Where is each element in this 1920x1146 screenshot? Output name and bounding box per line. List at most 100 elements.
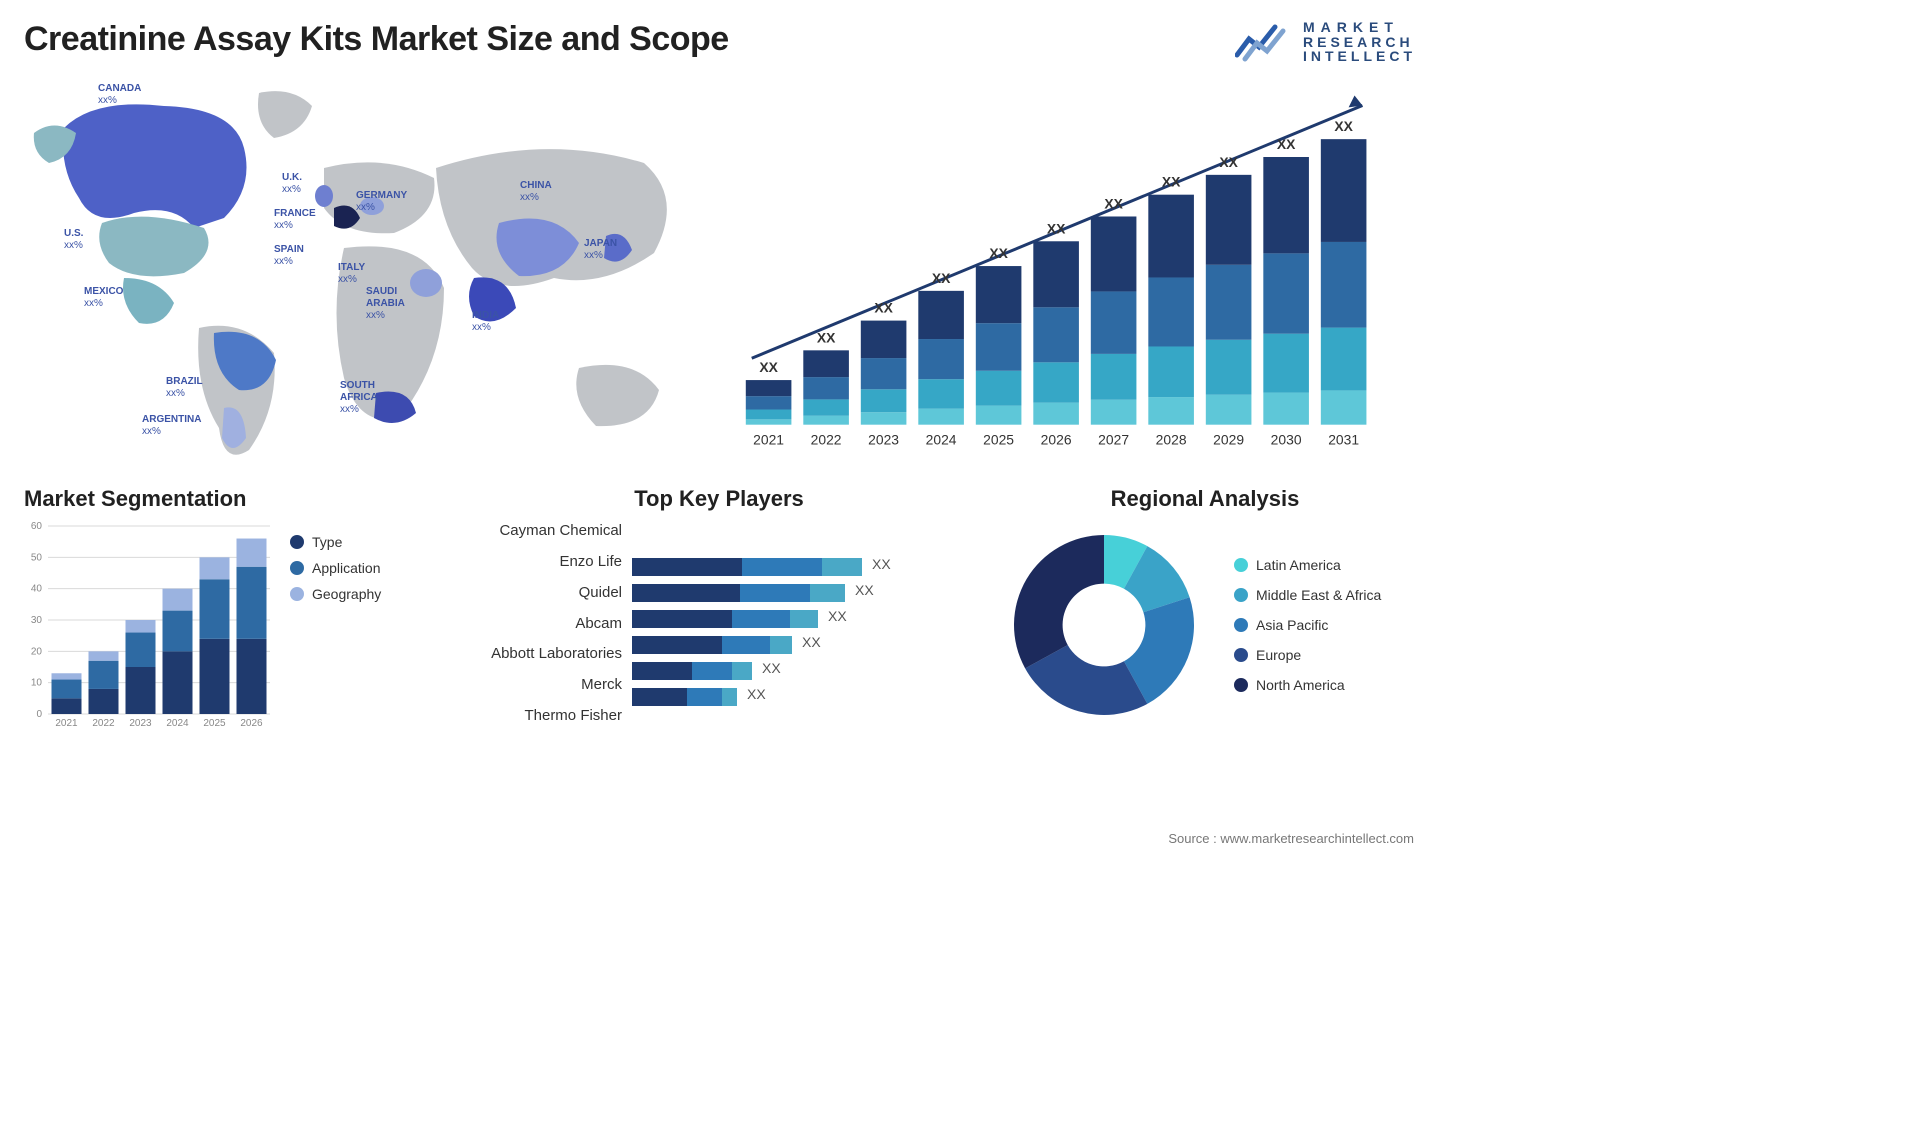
regional-legend-item: Latin America: [1234, 557, 1381, 573]
legend-swatch-icon: [1234, 588, 1248, 602]
svg-text:2024: 2024: [166, 718, 189, 729]
svg-text:2031: 2031: [1328, 432, 1359, 448]
svg-text:2023: 2023: [129, 718, 152, 729]
legend-swatch-icon: [1234, 618, 1248, 632]
map-label: BRAZILxx%: [166, 376, 203, 400]
segmentation-title: Market Segmentation: [24, 486, 444, 512]
map-label: SPAINxx%: [274, 244, 304, 268]
svg-text:2022: 2022: [92, 718, 115, 729]
svg-text:10: 10: [31, 678, 43, 689]
legend-swatch-icon: [290, 587, 304, 601]
svg-text:2022: 2022: [811, 432, 842, 448]
map-label: FRANCExx%: [274, 208, 316, 232]
legend-swatch-icon: [1234, 558, 1248, 572]
map-label: ITALYxx%: [338, 262, 365, 286]
svg-text:2026: 2026: [240, 718, 263, 729]
legend-label: North America: [1256, 677, 1345, 693]
svg-text:XX: XX: [874, 300, 893, 316]
segmentation-chart-svg: 0 10 20 30 40 50 60 2021 2022 2023 2024 2025 2026: [24, 520, 276, 740]
regional-panel: Regional Analysis Latin America Middle Ea…: [994, 486, 1416, 740]
player-value: XX: [762, 660, 781, 676]
map-label: CANADAxx%: [98, 83, 141, 107]
source-attribution: Source : www.marketresearchintellect.com: [1168, 831, 1414, 846]
player-value: XX: [872, 556, 891, 572]
player-value: XX: [855, 582, 874, 598]
svg-text:2024: 2024: [926, 432, 957, 448]
svg-text:XX: XX: [1219, 154, 1238, 170]
player-label: Cayman Chemical: [464, 522, 622, 548]
map-label: CHINAxx%: [520, 180, 552, 204]
map-label: GERMANYxx%: [356, 190, 407, 214]
svg-text:50: 50: [31, 552, 43, 563]
page-title: Creatinine Assay Kits Market Size and Sc…: [24, 20, 729, 59]
map-label: U.K.xx%: [282, 172, 302, 196]
svg-text:XX: XX: [759, 359, 778, 375]
svg-text:40: 40: [31, 584, 43, 595]
legend-swatch-icon: [1234, 648, 1248, 662]
regional-legend-item: North America: [1234, 677, 1381, 693]
brand-logo: MARKET RESEARCH INTELLECT: [1235, 20, 1416, 64]
svg-text:2021: 2021: [55, 718, 78, 729]
svg-text:60: 60: [31, 521, 43, 532]
player-label: Abbott Laboratories: [464, 645, 622, 671]
map-label: INDIAxx%: [472, 310, 499, 334]
svg-text:XX: XX: [817, 329, 836, 345]
logo-text-2: RESEARCH: [1303, 35, 1416, 50]
legend-label: Type: [312, 534, 342, 550]
segmentation-legend-item: Application: [290, 560, 381, 576]
logo-text-1: MARKET: [1303, 20, 1416, 35]
segmentation-legend: Type Application Geography: [290, 534, 381, 740]
svg-text:2026: 2026: [1041, 432, 1072, 448]
svg-text:2021: 2021: [753, 432, 784, 448]
regional-title: Regional Analysis: [994, 486, 1416, 512]
map-label: MEXICOxx%: [84, 286, 123, 310]
svg-text:XX: XX: [1277, 136, 1296, 152]
regional-donut-svg: [994, 520, 1214, 730]
svg-text:20: 20: [31, 646, 43, 657]
segmentation-legend-item: Geography: [290, 586, 381, 602]
logo-mark-icon: [1235, 21, 1293, 63]
svg-text:XX: XX: [1162, 174, 1181, 190]
svg-text:2023: 2023: [868, 432, 899, 448]
players-labels: Cayman Chemical Enzo Life Quidel Abcam Abbot…: [464, 520, 622, 735]
players-chart-svg: [632, 520, 962, 730]
map-label: SAUDIARABIAxx%: [366, 286, 405, 322]
player-label: Abcam: [464, 615, 622, 641]
player-value: XX: [828, 608, 847, 624]
legend-label: Asia Pacific: [1256, 617, 1328, 633]
svg-text:30: 30: [31, 615, 43, 626]
regional-legend-item: Europe: [1234, 647, 1381, 663]
legend-swatch-icon: [1234, 678, 1248, 692]
svg-text:XX: XX: [1047, 220, 1066, 236]
player-label: Thermo Fisher: [464, 707, 622, 733]
player-label: Quidel: [464, 584, 622, 610]
regional-legend-item: Asia Pacific: [1234, 617, 1381, 633]
svg-text:XX: XX: [1334, 118, 1353, 134]
growth-chart-svg: XX 2021 XX 2022 XX 2023 XX 2024 XX 2025 XX 2026 XX 20…: [722, 78, 1416, 468]
segmentation-legend-item: Type: [290, 534, 381, 550]
svg-text:0: 0: [36, 709, 42, 720]
map-label: SOUTHAFRICAxx%: [340, 380, 378, 416]
svg-text:2028: 2028: [1156, 432, 1187, 448]
legend-swatch-icon: [290, 561, 304, 575]
map-label: U.S.xx%: [64, 228, 83, 252]
map-label: JAPANxx%: [584, 238, 617, 262]
regional-legend-item: Middle East & Africa: [1234, 587, 1381, 603]
player-value: XX: [802, 634, 821, 650]
legend-label: Application: [312, 560, 381, 576]
growth-chart-panel: XX 2021 XX 2022 XX 2023 XX 2024 XX 2025 XX 2026 XX 20…: [722, 78, 1416, 468]
player-value: XX: [747, 686, 766, 702]
legend-swatch-icon: [290, 535, 304, 549]
player-label: Enzo Life: [464, 553, 622, 579]
players-title: Top Key Players: [464, 486, 974, 512]
legend-label: Europe: [1256, 647, 1301, 663]
svg-text:XX: XX: [1104, 196, 1123, 212]
legend-label: Middle East & Africa: [1256, 587, 1381, 603]
svg-text:2025: 2025: [203, 718, 226, 729]
logo-text-3: INTELLECT: [1303, 49, 1416, 64]
legend-label: Geography: [312, 586, 381, 602]
svg-text:2025: 2025: [983, 432, 1014, 448]
regional-legend: Latin America Middle East & Africa Asia Pa…: [1234, 557, 1381, 693]
svg-text:2027: 2027: [1098, 432, 1129, 448]
svg-text:XX: XX: [932, 270, 951, 286]
